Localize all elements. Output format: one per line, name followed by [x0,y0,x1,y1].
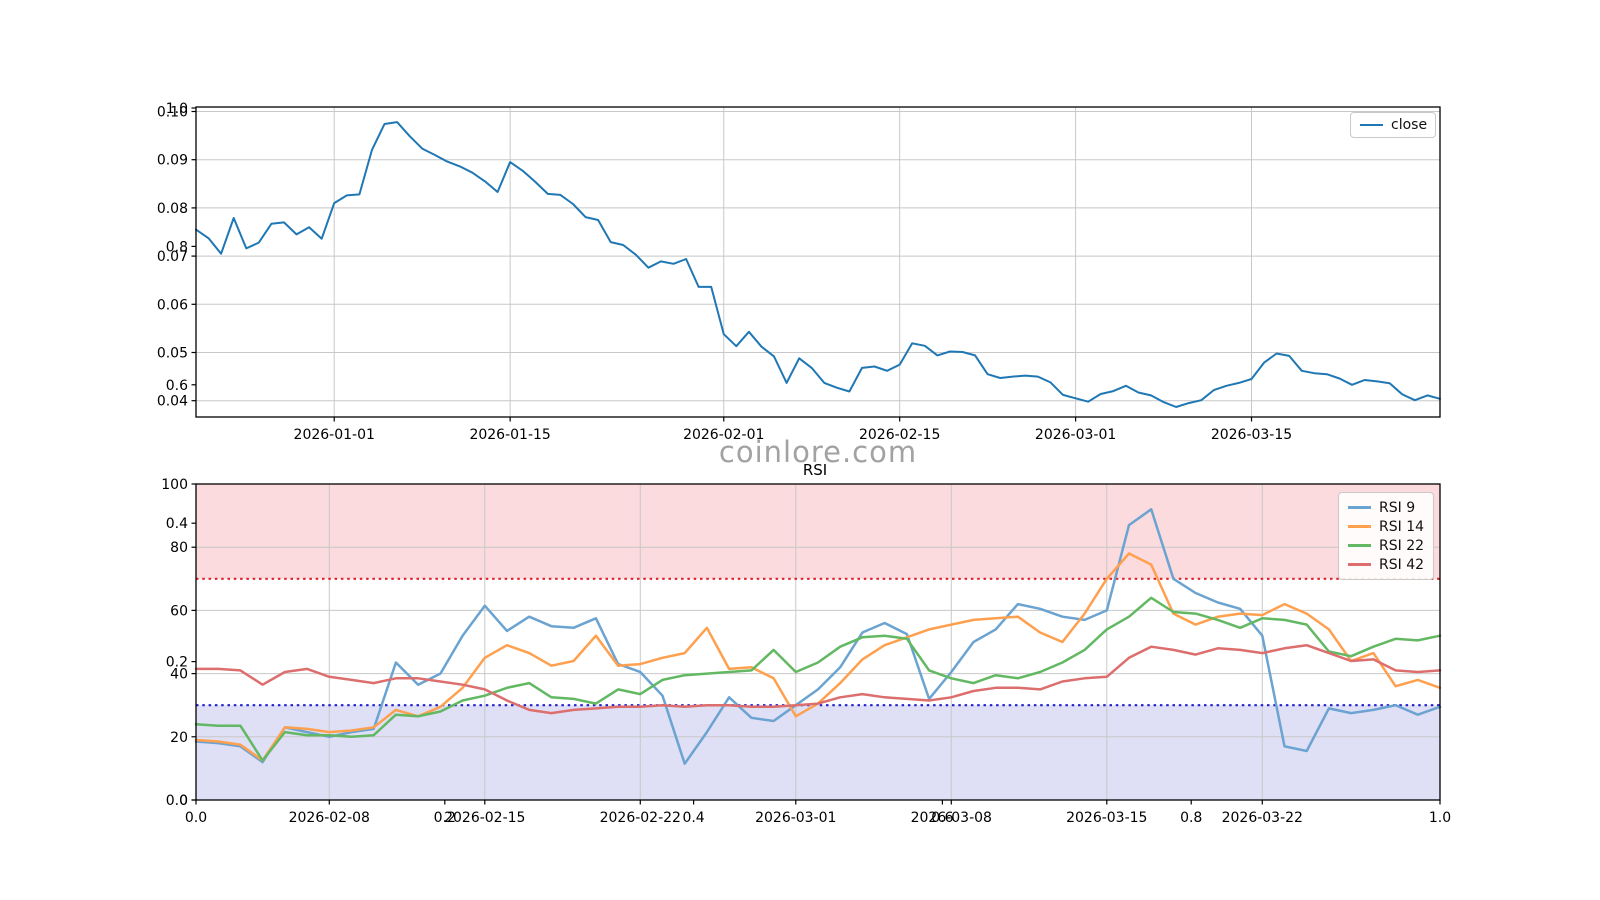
tick-label: 2026-03-15 [1211,427,1292,443]
tick-label: 2026-02-08 [289,810,370,826]
tick-label: 2026-03-01 [1035,427,1116,443]
tick-label: 0.08 [157,201,188,217]
tick-label: 2026-01-15 [469,427,550,443]
tick-label: 2026-03-08 [911,810,992,826]
price-legend: close [1350,112,1436,138]
legend-item: RSI 42 [1348,557,1427,573]
price-x-axis: 2026-01-01 2026-01-15 2026-02-01 2026-02-15… [294,417,1292,443]
tick-label: 0.04 [157,394,188,410]
legend-label: close [1391,117,1428,133]
tick-label: 2026-03-15 [1066,810,1147,826]
tick-label: 60 [170,603,188,619]
tick-label: 0.09 [157,153,188,169]
tick-label: 0.6 [931,810,953,826]
rsi-chart-title: RSI [802,461,828,479]
tick-label: 80 [170,540,188,556]
close-line [195,121,1441,408]
tick-label: 0.06 [157,297,188,313]
tick-label: 2026-03-01 [755,810,836,826]
tick-label: 0.2 [434,810,456,826]
tick-label: 0.2 [166,655,188,671]
tick-label: 0.4 [682,810,704,826]
legend-item: close [1360,117,1427,133]
legend-label: RSI 9 [1379,499,1416,516]
tick-label: 2026-03-22 [1222,810,1303,826]
tick-label: 40 [170,667,188,683]
legend-label: RSI 42 [1379,556,1425,573]
rsi-22-line [194,596,1442,762]
legend-line-sample [1360,124,1383,126]
legend-line-sample [1348,563,1371,566]
tick-label: 100 [161,477,188,493]
tick-label: 2026-02-22 [600,810,681,826]
tick-label: 2026-01-01 [294,427,375,443]
tick-label: 0.10 [157,105,188,121]
price-chart [195,106,1441,418]
tick-label: 2026-02-01 [683,427,764,443]
oversold-band [196,705,1440,800]
legend-line-sample [1348,525,1371,528]
rsi-9-line [194,508,1442,765]
tick-label: 0.6 [166,378,188,394]
rsi-chart [194,483,1442,801]
legend-label: RSI 14 [1379,518,1425,535]
tick-label: 0 [179,793,188,809]
price-y-axis: 0.04 0.05 0.06 0.07 0.08 0.09 0.10 [157,105,196,410]
tick-label: 0.8 [1180,810,1202,826]
tick-label: 0.05 [157,346,188,362]
legend-line-sample [1348,544,1371,547]
tick-label: 20 [170,730,188,746]
tick-label: 0.4 [166,516,188,532]
tick-label: 1.0 [1429,810,1451,826]
tick-label: 2026-02-15 [859,427,940,443]
tick-label: 0.07 [157,249,188,265]
rsi-legend: RSI 9 RSI 14 RSI 22 RSI 42 [1338,492,1434,580]
tick-label: 0.8 [166,239,188,255]
tick-label: 2026-02-15 [444,810,525,826]
legend-label: RSI 22 [1379,537,1425,554]
legend-line-sample [1348,506,1371,509]
tick-label: 1.0 [166,101,188,117]
watermark: coinlore.com [718,435,918,469]
rsi-x-axis: 2026-02-08 2026-02-15 2026-02-22 2026-03-01… [289,800,1303,826]
tick-label: 0.0 [166,793,188,809]
rsi-42-line [194,643,1442,715]
tick-label: 0.0 [185,810,207,826]
legend-item: RSI 9 [1348,500,1427,516]
legend-item: RSI 14 [1348,519,1427,535]
overlay-axis: 0.0 0.2 0.4 0.6 0.8 1.0 0.0 0.2 0.4 0.6 0.8 1.0 [166,101,1451,826]
overbought-band [196,484,1440,579]
legend-item: RSI 22 [1348,538,1427,554]
